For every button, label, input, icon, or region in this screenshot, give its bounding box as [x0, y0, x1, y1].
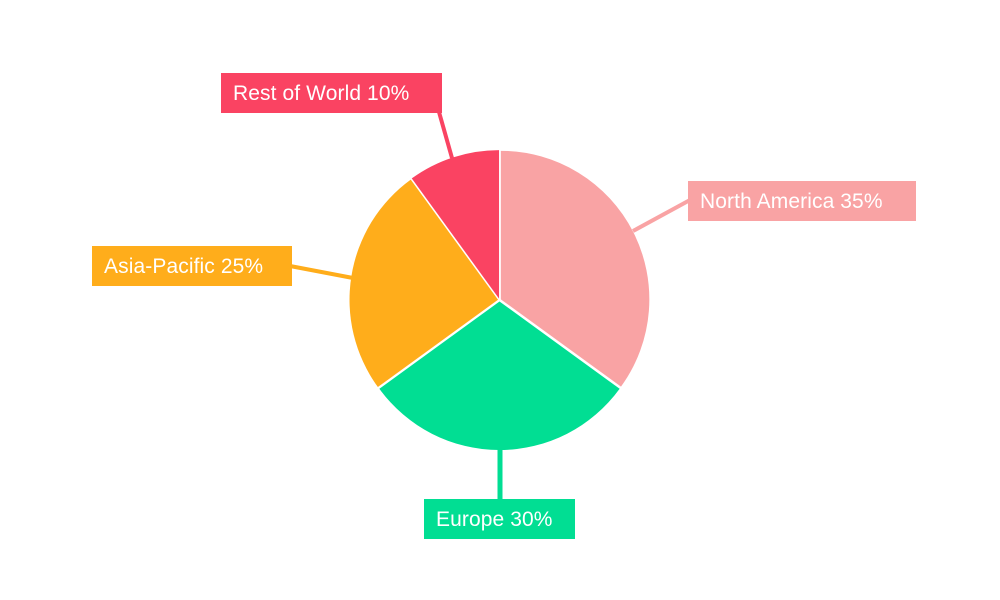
leader-line-asia-pacific — [289, 264, 354, 280]
pie-label-rest-of-world-text: Rest of World 10% — [233, 81, 410, 105]
leader-lines-group — [289, 111, 691, 500]
leader-line-rest-of-world — [437, 111, 454, 159]
pie-label-europe-text: Europe 30% — [436, 507, 553, 531]
pie-label-asia-pacific[interactable]: Asia-Pacific 25% — [92, 246, 292, 286]
pie-label-north-america-text: North America 35% — [700, 189, 883, 213]
pie-label-rest-of-world[interactable]: Rest of World 10% — [221, 73, 442, 113]
pie-slice-asia-pacific[interactable] — [349, 179, 499, 388]
pie-slice-europe[interactable] — [379, 301, 620, 451]
pie-label-europe[interactable]: Europe 30% — [424, 499, 575, 539]
pie-label-asia-pacific-text: Asia-Pacific 25% — [104, 254, 264, 278]
pie-slice-north-america[interactable] — [500, 150, 650, 387]
pie-slice-rest-of-world[interactable] — [411, 150, 500, 299]
pie-slices-group — [349, 150, 650, 451]
pie-label-north-america[interactable]: North America 35% — [688, 181, 916, 221]
leader-line-north-america — [632, 198, 691, 233]
